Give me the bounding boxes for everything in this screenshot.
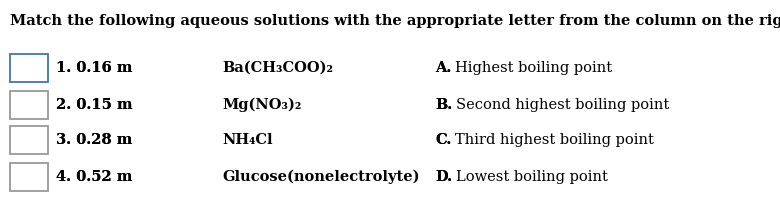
Text: 4. 0.52 m: 4. 0.52 m [56,170,137,184]
Text: Third highest boiling point: Third highest boiling point [455,133,654,147]
Text: Lowest boiling point: Lowest boiling point [456,170,608,184]
Text: 2. 0.15 m: 2. 0.15 m [56,98,137,112]
Text: D.: D. [435,170,452,184]
Text: 1. 0.16 m: 1. 0.16 m [56,61,137,75]
Text: C.: C. [435,133,452,147]
Text: A.: A. [435,61,452,75]
Text: 1. 0.16 m: 1. 0.16 m [56,61,137,75]
Text: Glucose(nonelectrolyte): Glucose(nonelectrolyte) [222,170,420,184]
Bar [10,163,48,191]
Bar [10,54,48,82]
Text: Second highest boiling point: Second highest boiling point [456,98,669,112]
Text: 3. 0.28 m: 3. 0.28 m [56,133,137,147]
Text: 3. 0.28 m: 3. 0.28 m [56,133,137,147]
Text: NH₄Cl: NH₄Cl [222,133,273,147]
Text: A.: A. [435,61,452,75]
Text: 4. 0.52 m: 4. 0.52 m [56,170,137,184]
Text: D.: D. [435,170,452,184]
Text: 2. 0.15 m: 2. 0.15 m [56,98,137,112]
Text: Highest boiling point: Highest boiling point [455,61,612,75]
Text: B.: B. [435,98,452,112]
Text: C.: C. [435,133,452,147]
Bar [10,91,48,119]
Text: Ba(CH₃COO)₂: Ba(CH₃COO)₂ [222,61,333,75]
Text: B.: B. [435,98,452,112]
Text: Mg(NO₃)₂: Mg(NO₃)₂ [222,98,302,112]
Bar [10,126,48,154]
Text: Match the following aqueous solutions with the appropriate letter from the colum: Match the following aqueous solutions wi… [10,14,780,28]
